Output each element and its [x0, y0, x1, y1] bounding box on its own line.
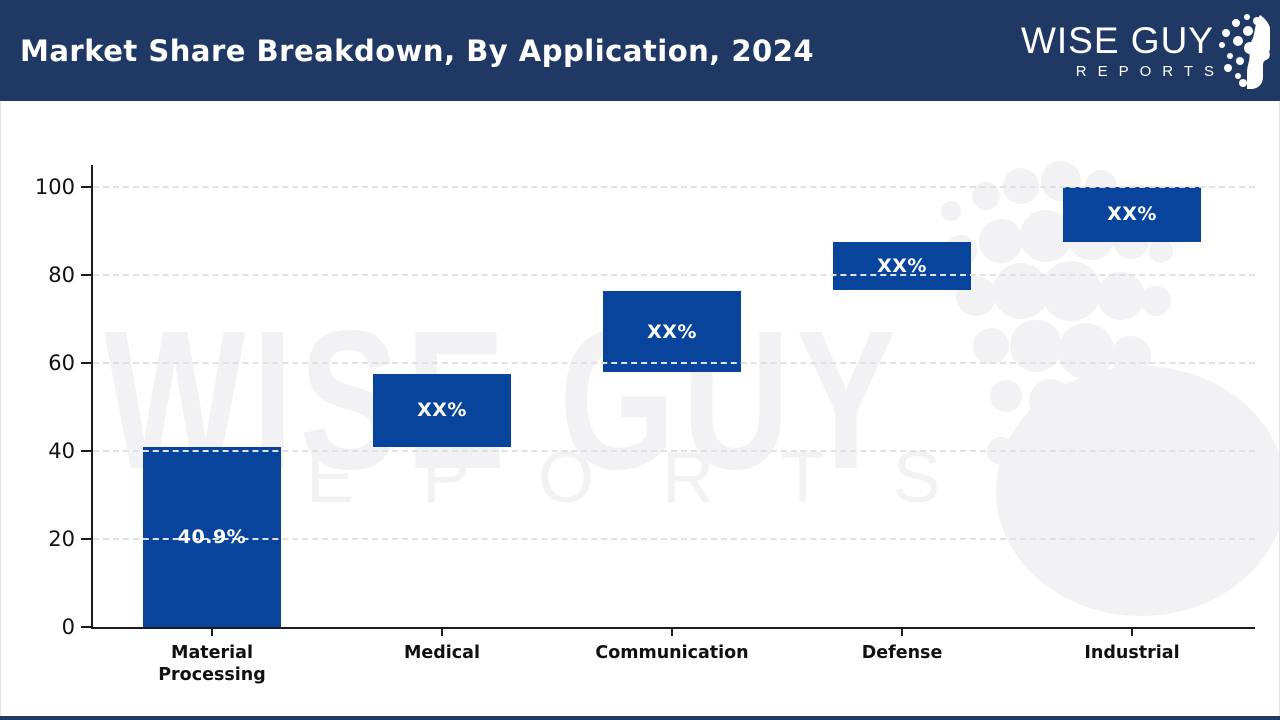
wiseguy-logo: WISE GUY REPORTS: [1021, 8, 1270, 94]
y-tick-mark: [81, 362, 91, 364]
y-tick-label: 20: [48, 527, 75, 551]
y-tick-label: 60: [48, 351, 75, 375]
x-tick-label: Material Processing: [158, 643, 266, 685]
footer-bar: [0, 716, 1280, 720]
x-tick-label: Defense: [861, 643, 943, 663]
x-tick-mark: [901, 629, 903, 636]
y-tick-label: 40: [48, 439, 75, 463]
bar-label: XX%: [1107, 203, 1157, 226]
y-tick-label: 100: [34, 175, 75, 199]
x-tick-mark: [441, 629, 443, 636]
x-tick-label: Communication: [595, 643, 749, 663]
y-tick-mark: [81, 186, 91, 188]
bar-label: XX%: [417, 399, 467, 422]
bar-label: XX%: [647, 320, 697, 343]
gridline: [93, 538, 1255, 540]
y-tick-label: 0: [61, 615, 75, 639]
logo-subtitle: REPORTS: [1075, 63, 1225, 80]
x-tick-label: Medical: [404, 643, 480, 663]
x-axis-line: [91, 627, 1255, 629]
y-tick-label: 80: [48, 263, 75, 287]
y-tick-mark: [81, 450, 91, 452]
gridline: [93, 186, 1255, 188]
x-tick-mark: [1131, 629, 1133, 636]
y-axis-line: [91, 165, 93, 629]
bar: [603, 291, 741, 372]
bar: [373, 374, 511, 447]
gridline: [93, 450, 1255, 452]
header-banner: Market Share Breakdown, By Application, …: [0, 0, 1280, 101]
gridline: [93, 362, 1255, 364]
page-title: Market Share Breakdown, By Application, …: [20, 33, 815, 68]
bar-label: 40.9%: [177, 526, 247, 548]
x-tick-mark: [671, 629, 673, 636]
logo-face-icon: [1219, 14, 1270, 89]
y-tick-mark: [81, 274, 91, 276]
chart-region: WISE GUY REPORTS 0 20 40 60 80 100 40.: [0, 101, 1280, 716]
plot-area: 0 20 40 60 80 100 40.9% Material Processing XX% Me…: [1, 101, 1279, 716]
x-tick-mark: [211, 629, 213, 636]
gridline: [93, 274, 1255, 276]
bar: [143, 447, 281, 627]
y-tick-mark: [81, 626, 91, 628]
logo-name: WISE GUY: [1020, 20, 1214, 61]
x-tick-label: Industrial: [1084, 643, 1180, 663]
bar-label: XX%: [877, 254, 927, 277]
y-tick-mark: [81, 538, 91, 540]
